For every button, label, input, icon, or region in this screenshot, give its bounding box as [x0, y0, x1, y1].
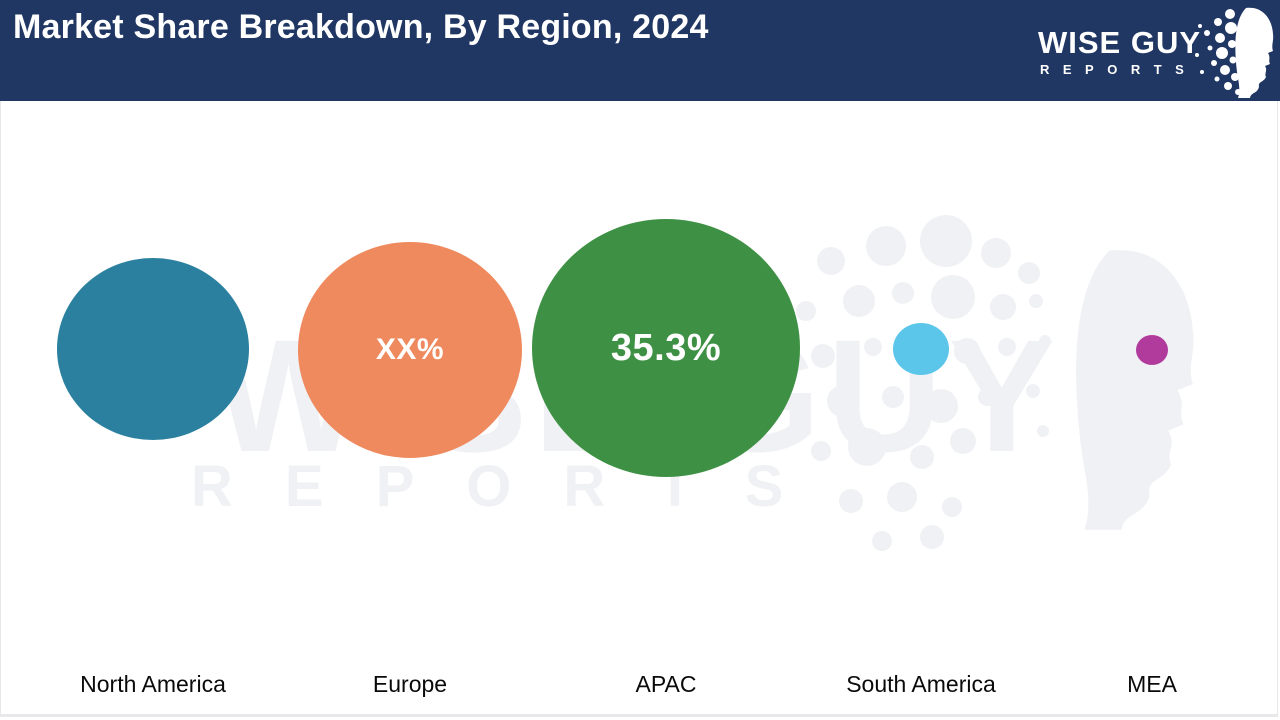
watermark-head-icon	[1076, 250, 1194, 530]
bubble-south-america	[893, 323, 949, 375]
brand-wordmark: WISE GUY	[1038, 25, 1201, 60]
bubble-mea	[1136, 335, 1168, 365]
brand-head-icon	[1195, 7, 1274, 99]
category-label-mea: MEA	[1127, 671, 1177, 697]
category-label-apac: APAC	[635, 671, 697, 697]
header: Market Share Breakdown, By Region, 2024 …	[0, 0, 1280, 101]
watermark-dots	[796, 215, 1051, 551]
bubble-value-label: 35.3%	[610, 326, 722, 369]
brand-logo: WISE GUY REPORTS	[1038, 7, 1274, 99]
bubble-apac: 35.3%	[532, 219, 800, 477]
category-label-europe: Europe	[372, 671, 448, 697]
bubble-europe: XX%	[298, 242, 522, 458]
brand-subtext: REPORTS	[1040, 62, 1197, 77]
category-label-north-america: North America	[80, 671, 226, 697]
bubble-north-america	[57, 258, 249, 440]
page-title: Market Share Breakdown, By Region, 2024	[13, 8, 709, 46]
bubble-value-label: XX%	[375, 333, 445, 366]
category-label-south-america: South America	[846, 671, 996, 697]
